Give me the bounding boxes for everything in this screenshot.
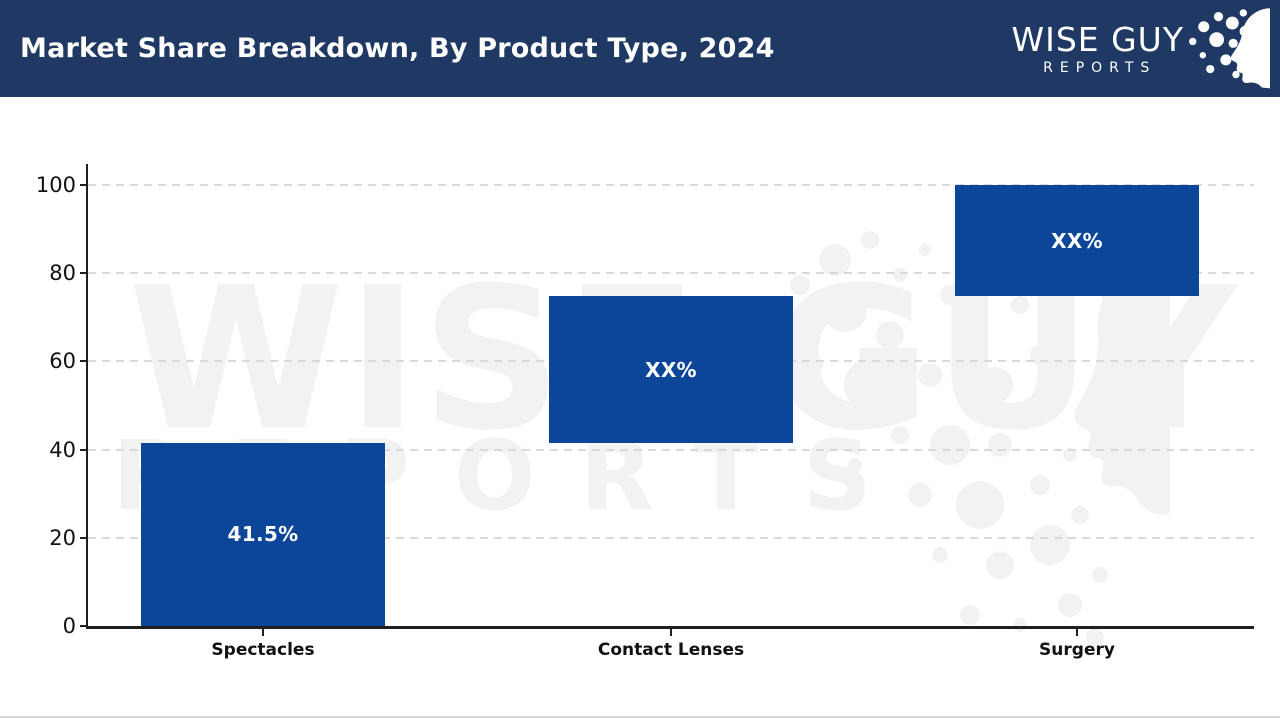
gridline-100	[88, 184, 1254, 186]
y-tick-100	[80, 184, 88, 186]
bar-value-label-surgery: XX%	[1051, 228, 1103, 253]
y-tick-label-20: 20	[49, 525, 76, 550]
logo: WISE GUY REPORTS	[1011, 4, 1270, 94]
y-tick-label-60: 60	[49, 349, 76, 374]
bar-value-label-spectacles: 41.5%	[227, 522, 299, 547]
bar-surgery: XX%	[955, 185, 1199, 297]
x-category-label-surgery: Surgery	[1039, 640, 1115, 660]
watermark-face-icon	[740, 215, 1170, 669]
gridline-80	[88, 272, 1254, 275]
footer-divider	[0, 716, 1280, 718]
y-tick-label-40: 40	[49, 437, 76, 462]
y-tick-20	[80, 536, 88, 539]
x-tick-spectacles	[262, 629, 264, 636]
x-tick-surgery	[1076, 629, 1078, 636]
y-tick-80	[80, 272, 88, 275]
bar-spectacles: 41.5%	[141, 442, 385, 626]
y-tick-label-80: 80	[49, 261, 76, 286]
header-bar: Market Share Breakdown, By Product Type,…	[0, 0, 1280, 97]
y-tick-60	[80, 360, 88, 363]
y-axis-line	[86, 164, 88, 628]
logo-subtitle: REPORTS	[1043, 60, 1157, 76]
x-tick-contact-lenses	[670, 629, 672, 636]
y-tick-40	[80, 448, 88, 451]
gridline-40	[88, 448, 1254, 451]
y-tick-label-0: 0	[62, 614, 76, 638]
x-category-label-spectacles: Spectacles	[211, 640, 315, 660]
logo-face-icon	[1178, 3, 1270, 95]
y-tick-0	[80, 625, 88, 627]
bar-contact-lenses: XX%	[549, 296, 793, 443]
x-category-label-contact-lenses: Contact Lenses	[597, 640, 745, 660]
logo-wordmark: WISE GUY	[1011, 20, 1184, 59]
x-axis-line	[86, 626, 1254, 629]
gridline-20	[88, 536, 1254, 539]
page-title: Market Share Breakdown, By Product Type,…	[20, 33, 775, 64]
logo-text: WISE GUY REPORTS	[1011, 20, 1184, 77]
bar-value-label-contact-lenses: XX%	[645, 357, 697, 382]
y-tick-label-100: 100	[35, 173, 76, 197]
